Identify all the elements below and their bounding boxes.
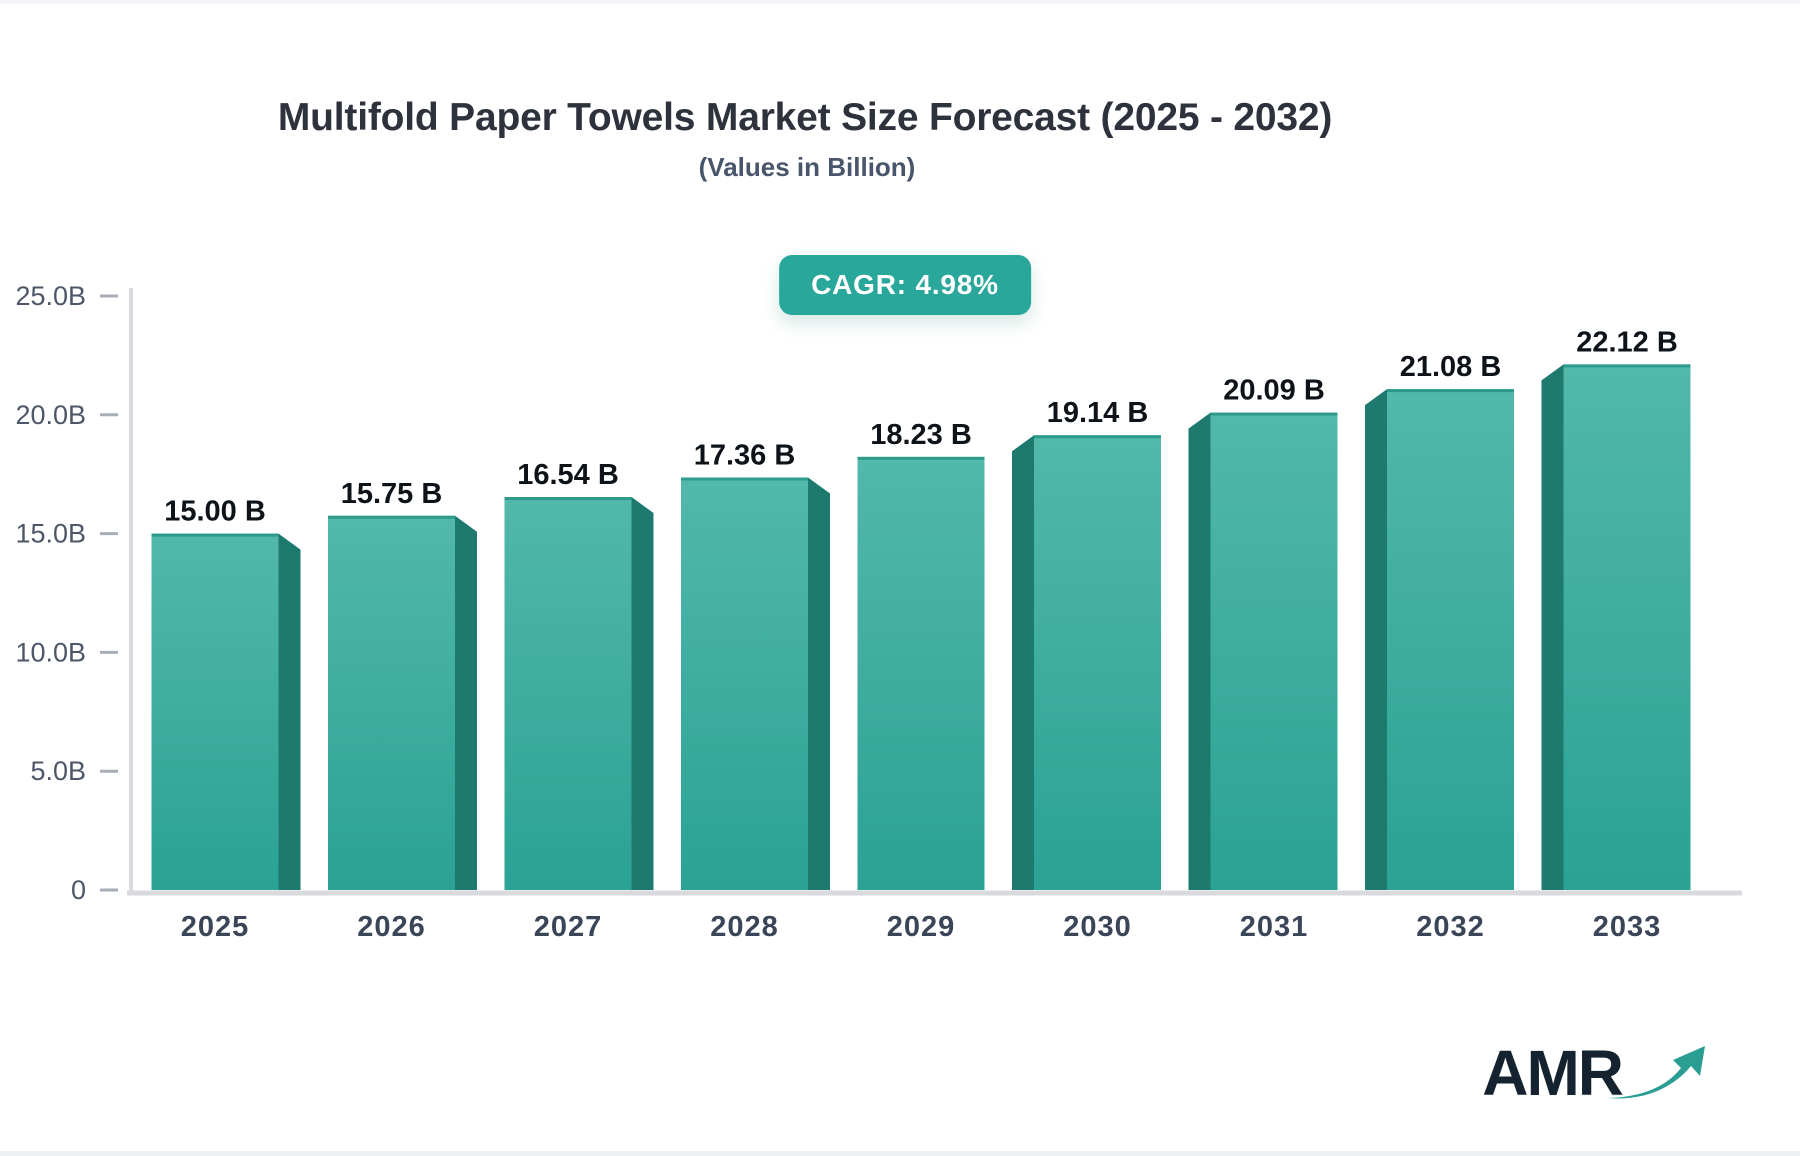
bar-front-face bbox=[328, 515, 455, 890]
bar-value-label: 21.08 B bbox=[1400, 351, 1502, 383]
bar-2033: 22.12 B 2033 bbox=[1541, 326, 1691, 943]
x-tick-label: 2032 bbox=[1416, 911, 1485, 943]
y-tick-label: 5.0B bbox=[30, 756, 86, 786]
growth-arrow-icon bbox=[1608, 1046, 1705, 1099]
bar-side-face bbox=[278, 533, 301, 890]
bar-front-face bbox=[504, 497, 632, 890]
page-title: Multifold Paper Towels Market Size Forec… bbox=[277, 96, 1333, 139]
x-tick-label: 2030 bbox=[1063, 911, 1132, 943]
y-tick-label: 25.0B bbox=[15, 281, 86, 311]
bar-value-label: 15.00 B bbox=[164, 496, 266, 528]
bar-side-face bbox=[1541, 364, 1564, 890]
bar-front-face bbox=[681, 477, 808, 890]
x-tick-label: 2031 bbox=[1240, 911, 1309, 943]
bar-value-label: 22.12 B bbox=[1576, 326, 1678, 358]
bar-front-face bbox=[151, 533, 279, 890]
bar-chart: 25.0B 20.0B 15.0B 10.0B 5.0B 0 15.00 B 2025 15.7… bbox=[15, 281, 1742, 943]
x-tick-label: 2025 bbox=[181, 911, 250, 943]
bar-value-label: 20.09 B bbox=[1223, 375, 1325, 407]
cagr-badge: CAGR: 4.98% bbox=[779, 255, 1031, 315]
bar-2030: 19.14 B 2030 bbox=[1012, 397, 1161, 943]
bar-front-face bbox=[1387, 389, 1514, 890]
amr-logo-text: AMR bbox=[1482, 1037, 1624, 1109]
bar-front-face bbox=[1563, 364, 1691, 890]
y-tick-label: 10.0B bbox=[15, 637, 86, 667]
chart-subtitle: (Values in Billion) bbox=[698, 152, 916, 182]
y-tick-label: 0 bbox=[71, 875, 86, 905]
bar-side-face bbox=[455, 515, 477, 890]
y-tick-label: 20.0B bbox=[15, 400, 86, 430]
bar-value-label: 17.36 B bbox=[694, 440, 796, 472]
bar-front-face bbox=[1034, 435, 1161, 890]
bar-side-face bbox=[1365, 389, 1387, 890]
bar-2025: 15.00 B 2025 bbox=[151, 496, 301, 943]
bar-2032: 21.08 B 2032 bbox=[1365, 351, 1514, 943]
x-tick-label: 2033 bbox=[1593, 911, 1662, 943]
bar-2027: 16.54 B 2027 bbox=[504, 459, 654, 943]
x-tick-label: 2029 bbox=[887, 911, 956, 943]
x-tick-label: 2027 bbox=[534, 911, 603, 943]
x-tick-label: 2026 bbox=[357, 911, 426, 943]
bar-value-label: 16.54 B bbox=[517, 459, 619, 491]
bar-side-face bbox=[808, 477, 830, 890]
bar-value-label: 19.14 B bbox=[1047, 397, 1149, 429]
x-tick-label: 2028 bbox=[710, 911, 779, 943]
bar-2029: 18.23 B 2029 bbox=[857, 419, 985, 943]
bar-side-face bbox=[631, 497, 654, 890]
bar-2028: 17.36 B 2028 bbox=[681, 440, 830, 943]
bar-front-face bbox=[857, 456, 985, 890]
bar-side-face bbox=[1188, 412, 1211, 890]
bar-side-face bbox=[1012, 435, 1034, 890]
bar-2031: 20.09 B 2031 bbox=[1188, 375, 1338, 943]
bar-value-label: 15.75 B bbox=[341, 478, 443, 510]
bar-front-face bbox=[1210, 412, 1338, 890]
bar-2026: 15.75 B 2026 bbox=[328, 478, 477, 943]
amr-logo: AMR bbox=[1482, 1040, 1708, 1105]
bar-value-label: 18.23 B bbox=[870, 419, 972, 451]
y-tick-label: 15.0B bbox=[15, 519, 86, 549]
